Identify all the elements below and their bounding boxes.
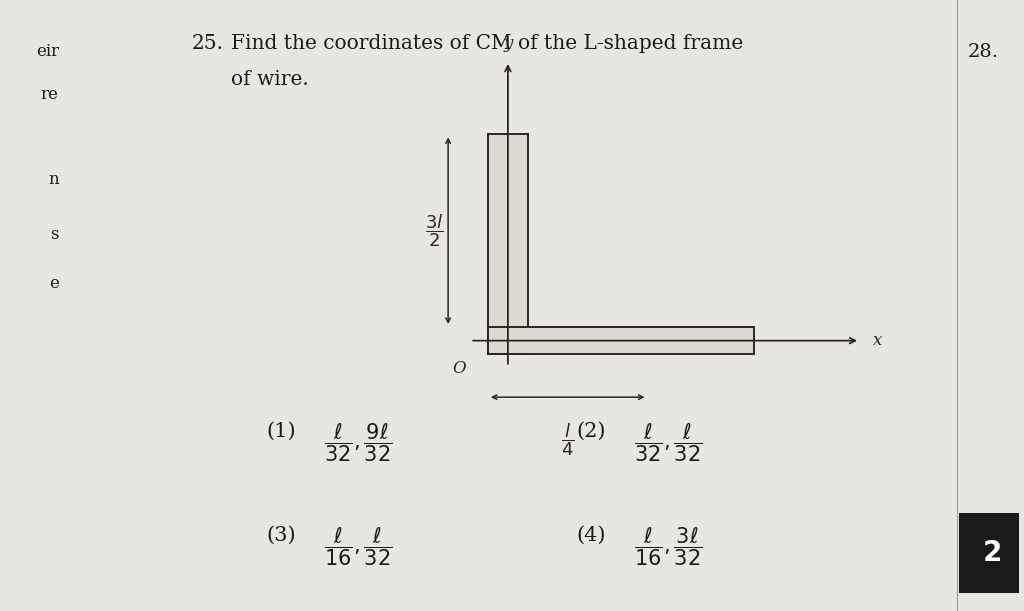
Text: re: re (41, 86, 58, 103)
Polygon shape (488, 134, 527, 354)
Polygon shape (488, 327, 754, 354)
Text: e: e (49, 275, 58, 292)
Text: 2: 2 (982, 539, 1001, 567)
Text: (1): (1) (266, 422, 296, 441)
Text: $\dfrac{l}{4}$: $\dfrac{l}{4}$ (561, 422, 574, 458)
Text: (4): (4) (577, 525, 606, 544)
Text: $\dfrac{3l}{2}$: $\dfrac{3l}{2}$ (425, 213, 443, 249)
Text: $\dfrac{\ell}{16},\dfrac{\ell}{32}$: $\dfrac{\ell}{16},\dfrac{\ell}{32}$ (325, 525, 392, 568)
Text: $\dfrac{\ell}{32},\dfrac{\ell}{32}$: $\dfrac{\ell}{32},\dfrac{\ell}{32}$ (634, 422, 702, 464)
Text: y: y (503, 35, 513, 52)
Text: x: x (873, 332, 883, 349)
Text: $\dfrac{\ell}{32},\dfrac{9\ell}{32}$: $\dfrac{\ell}{32},\dfrac{9\ell}{32}$ (325, 422, 392, 464)
Text: s: s (50, 226, 58, 243)
Bar (958, 513, 1019, 593)
Text: $\dfrac{\ell}{16},\dfrac{3\ell}{32}$: $\dfrac{\ell}{16},\dfrac{3\ell}{32}$ (634, 525, 702, 568)
Text: n: n (48, 171, 58, 188)
Text: 25.: 25. (191, 34, 223, 53)
Text: eir: eir (36, 43, 58, 60)
Text: O: O (453, 360, 466, 378)
Text: Find the coordinates of CM of the L-shaped frame: Find the coordinates of CM of the L-shap… (231, 34, 743, 53)
Text: (3): (3) (266, 525, 296, 544)
Text: of wire.: of wire. (231, 70, 309, 89)
Text: (2): (2) (577, 422, 606, 441)
Text: 28.: 28. (968, 43, 998, 60)
